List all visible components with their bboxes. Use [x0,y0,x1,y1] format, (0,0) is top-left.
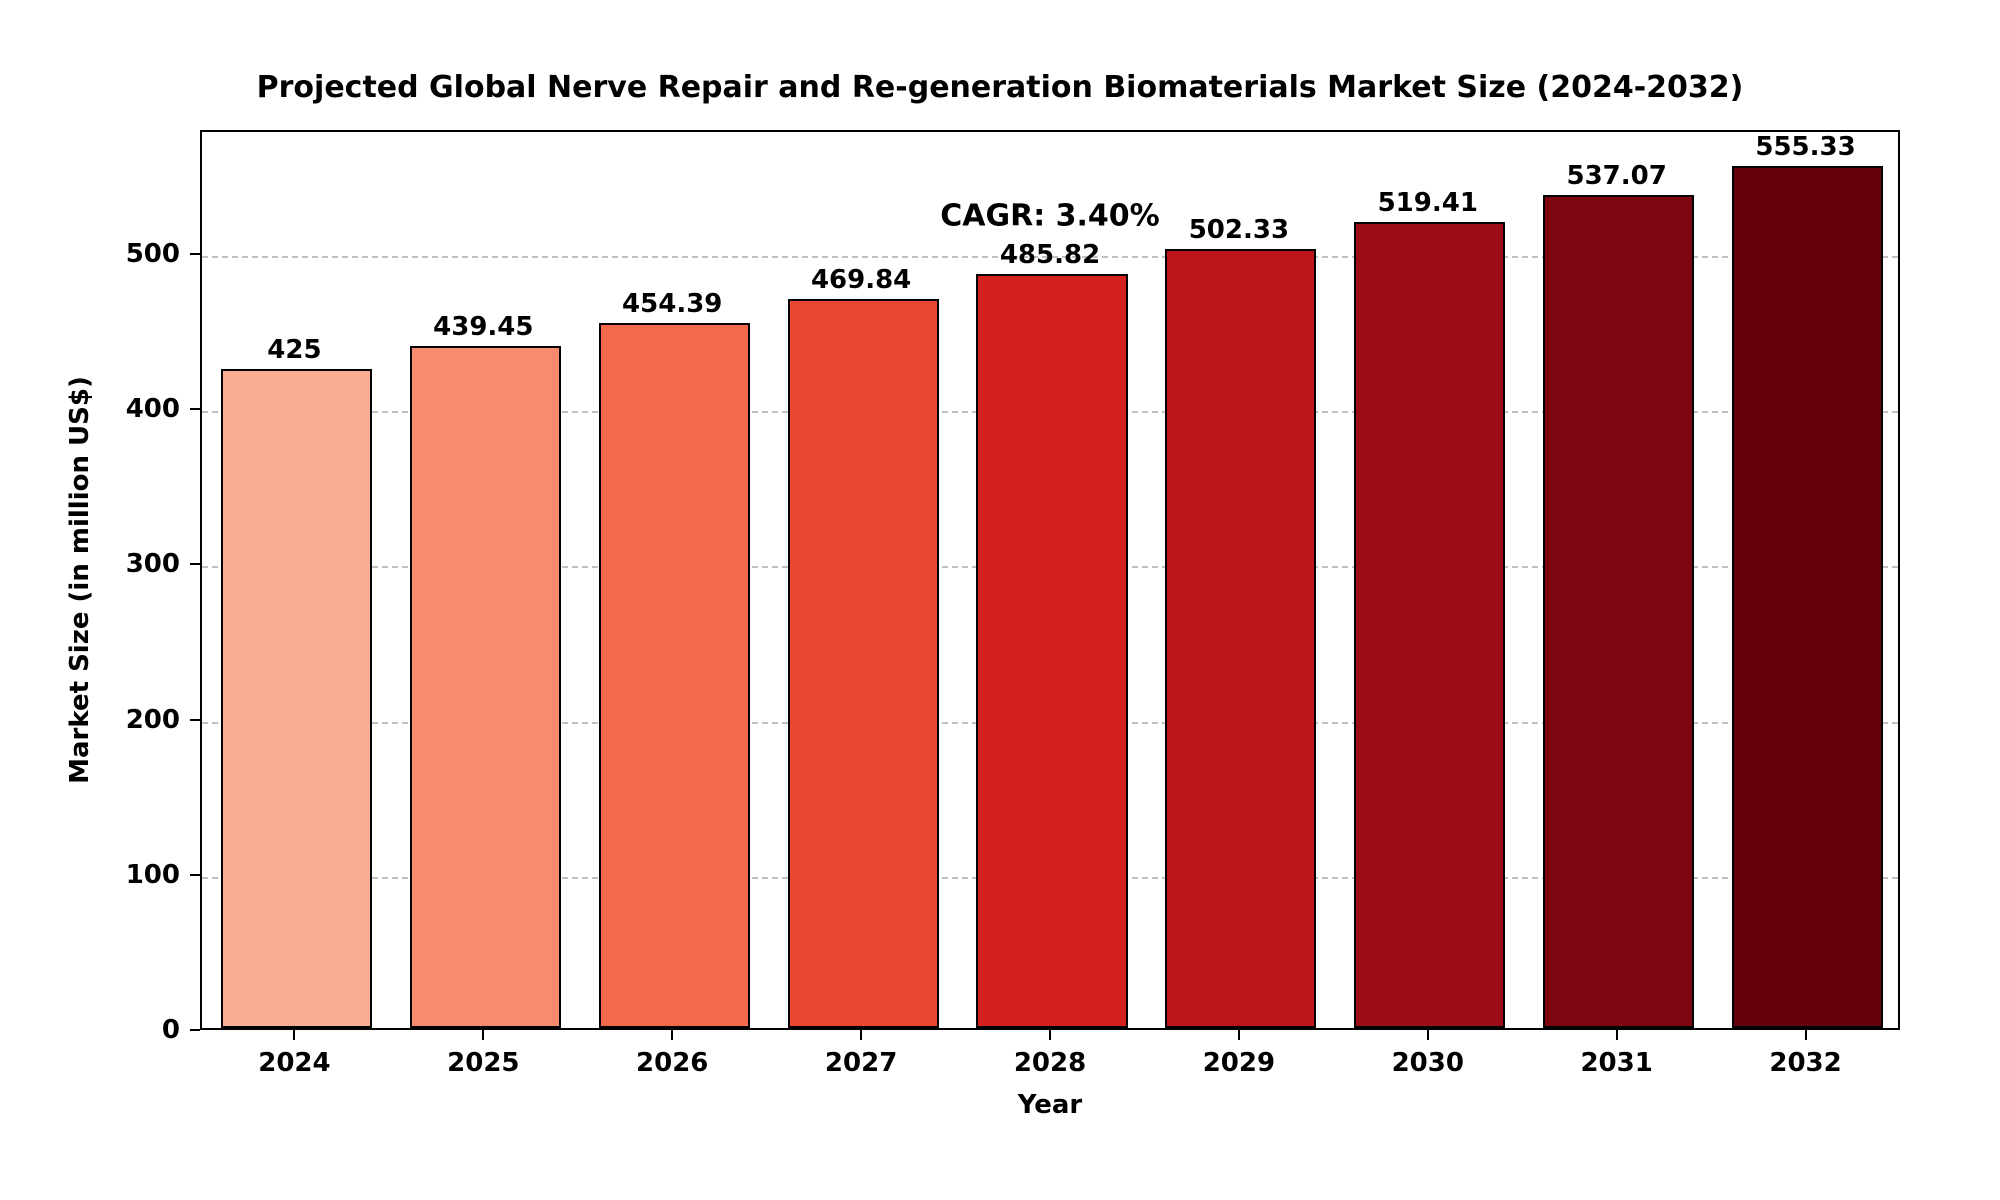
x-tick-label: 2032 [1769,1048,1841,1078]
y-tick-label: 500 [126,239,180,269]
bar [221,369,372,1028]
x-tick-label: 2025 [447,1048,519,1078]
x-tick-mark [1805,1030,1807,1040]
market-size-bar-chart: Projected Global Nerve Repair and Re-gen… [0,0,2000,1200]
bar-value-label: 555.33 [1755,132,1855,162]
x-tick-label: 2024 [258,1048,330,1078]
x-tick-mark [1049,1030,1051,1040]
bar [976,274,1127,1028]
y-tick-label: 400 [126,394,180,424]
y-tick-mark [190,253,200,255]
x-tick-mark [1238,1030,1240,1040]
x-tick-mark [293,1030,295,1040]
y-axis-label: Market Size (in million US$) [65,376,95,784]
bar-value-label: 502.33 [1189,215,1289,245]
y-tick-label: 100 [126,860,180,890]
bar [1354,222,1505,1028]
y-tick-mark [190,719,200,721]
bar [410,346,561,1028]
bar [1165,249,1316,1028]
bar-value-label: 425 [267,335,321,365]
y-tick-label: 200 [126,705,180,735]
bar [1732,166,1883,1028]
x-tick-mark [1427,1030,1429,1040]
x-tick-mark [860,1030,862,1040]
y-tick-mark [190,408,200,410]
cagr-annotation: CAGR: 3.40% [940,198,1159,233]
bar [599,323,750,1028]
x-axis-label: Year [1018,1090,1082,1120]
bar-value-label: 537.07 [1566,161,1666,191]
bar [1543,195,1694,1028]
bar-value-label: 519.41 [1378,188,1478,218]
x-tick-label: 2029 [1203,1048,1275,1078]
y-tick-label: 300 [126,549,180,579]
x-tick-mark [1616,1030,1618,1040]
bar-value-label: 439.45 [433,312,533,342]
y-tick-mark [190,874,200,876]
x-tick-label: 2030 [1392,1048,1464,1078]
x-tick-label: 2027 [825,1048,897,1078]
x-tick-label: 2028 [1014,1048,1086,1078]
x-tick-label: 2026 [636,1048,708,1078]
bar-value-label: 485.82 [1000,240,1100,270]
bar [788,299,939,1028]
x-tick-mark [671,1030,673,1040]
y-tick-mark [190,1029,200,1031]
bar-value-label: 454.39 [622,289,722,319]
bar-value-label: 469.84 [811,265,911,295]
y-tick-mark [190,563,200,565]
x-tick-mark [482,1030,484,1040]
y-tick-label: 0 [162,1015,180,1045]
x-tick-label: 2031 [1580,1048,1652,1078]
chart-title: Projected Global Nerve Repair and Re-gen… [0,70,2000,105]
